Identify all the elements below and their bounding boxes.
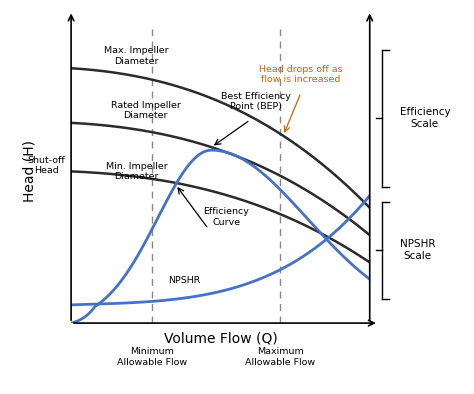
Text: Maximum
Allowable Flow: Maximum Allowable Flow — [245, 348, 315, 367]
Text: Minimum
Allowable Flow: Minimum Allowable Flow — [117, 348, 187, 367]
X-axis label: Volume Flow (Q): Volume Flow (Q) — [164, 331, 277, 346]
Text: Shut-off
Head: Shut-off Head — [27, 156, 65, 175]
Text: NPSHR
Scale: NPSHR Scale — [400, 240, 435, 261]
Text: Best Efficiency
Point (BEP): Best Efficiency Point (BEP) — [221, 92, 291, 112]
Text: Min. Impeller
Diameter: Min. Impeller Diameter — [106, 162, 168, 181]
Text: Efficiency
Scale: Efficiency Scale — [400, 108, 450, 129]
Text: NPSHR: NPSHR — [168, 276, 201, 285]
Text: Efficiency
Curve: Efficiency Curve — [203, 207, 249, 227]
Text: Head drops off as
flow is increased: Head drops off as flow is increased — [259, 65, 343, 84]
Text: Rated Impeller
Diameter: Rated Impeller Diameter — [111, 101, 181, 121]
Text: Head (H): Head (H) — [22, 140, 36, 203]
Text: Max. Impeller
Diameter: Max. Impeller Diameter — [104, 46, 169, 66]
